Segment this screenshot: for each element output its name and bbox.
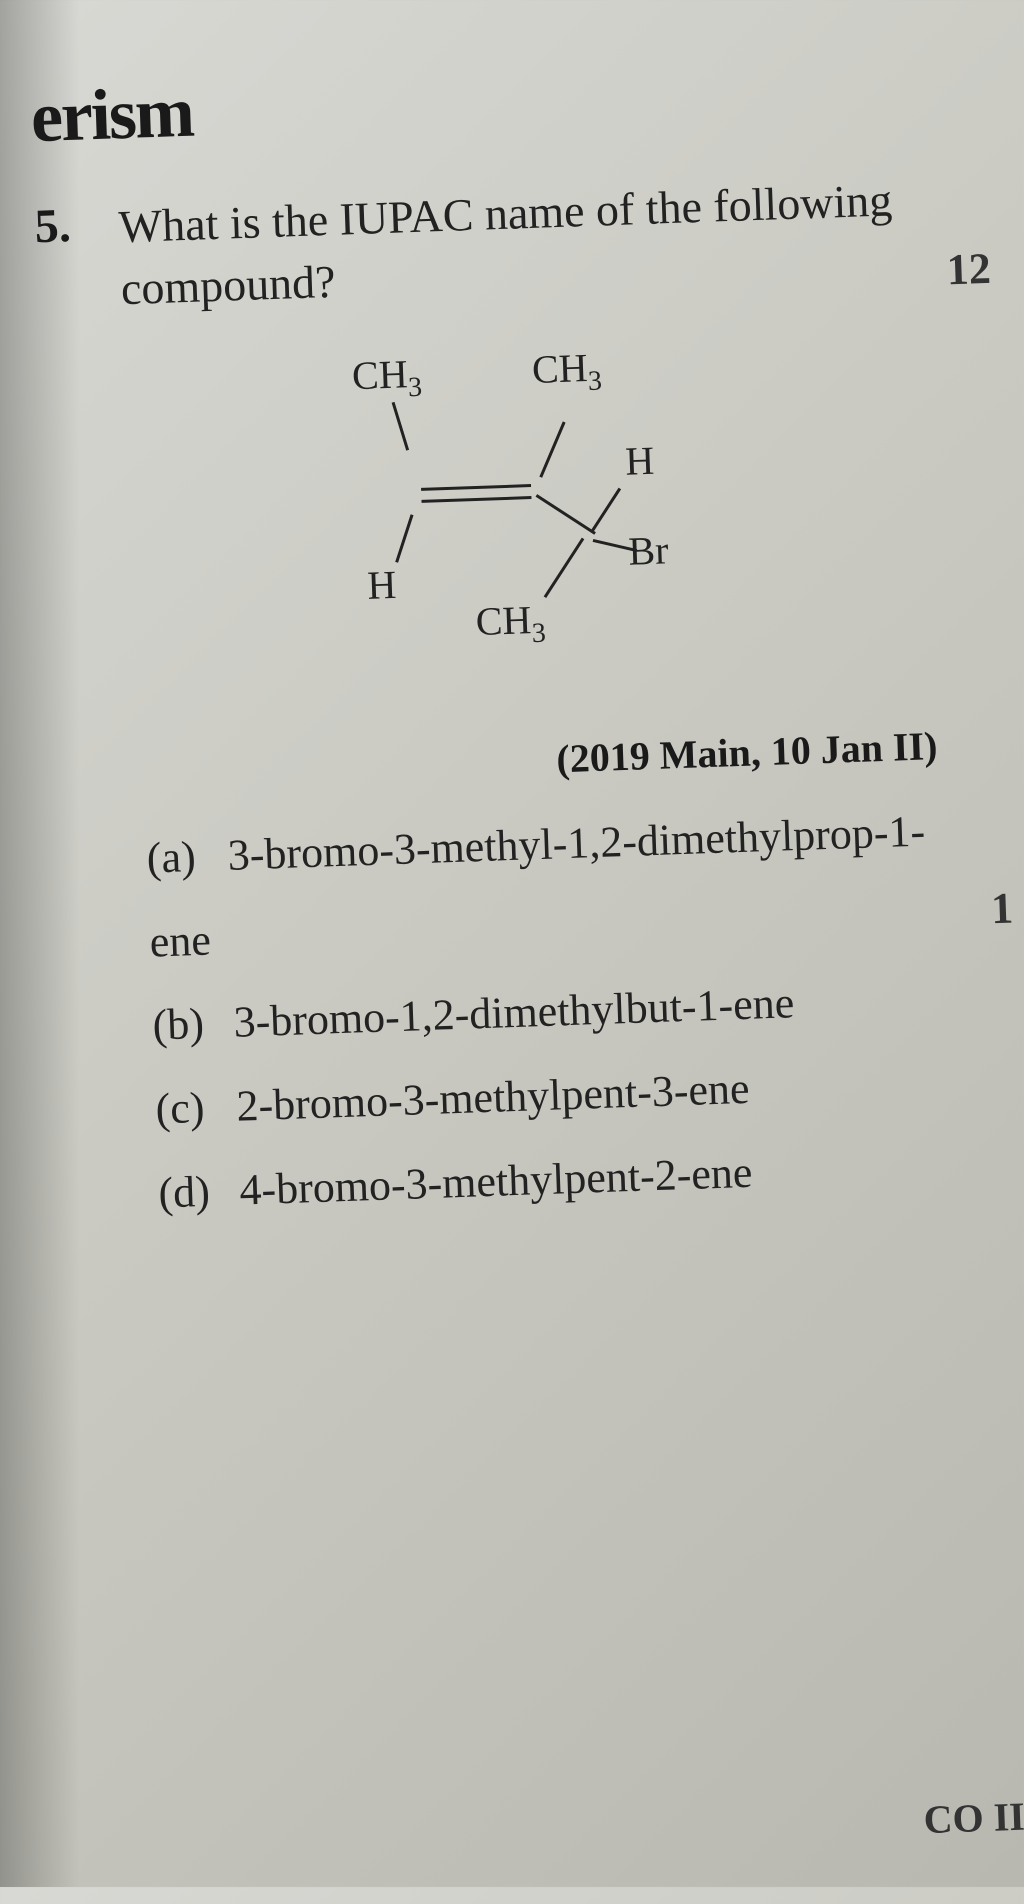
margin-number-mid: 1 [990, 883, 1014, 935]
option-text: 2-bromo-3-methylpent-3-ene [236, 1064, 751, 1131]
question-text: What is the IUPAC name of the following … [118, 167, 962, 320]
answer-options: (a) 3-bromo-3-methyl-1,2-dimethylprop-1-… [145, 788, 993, 1235]
option-text: 3-bromo-3-methyl-1,2-dimethylprop-1-ene [149, 807, 926, 967]
bond [544, 538, 585, 598]
bond [395, 514, 413, 562]
option-label: (b) [151, 982, 224, 1068]
bond-double [421, 496, 531, 503]
chemical-structure: CH3 CH3 H CH3 H Br [241, 338, 773, 716]
margin-number-top: 12 [946, 243, 992, 296]
option-label: (d) [157, 1149, 230, 1235]
atom-ch3-top-left: CH3 [351, 350, 422, 406]
bond [591, 488, 621, 532]
option-a: (a) 3-bromo-3-methyl-1,2-dimethylprop-1-… [145, 788, 984, 984]
question-number: 5. [34, 197, 96, 254]
source-citation: (2019 Main, 10 Jan II) [556, 722, 939, 782]
header-fragment: erism [29, 44, 955, 159]
bond [392, 402, 409, 451]
footer-fragment: CO II [923, 1793, 1024, 1844]
option-label: (a) [145, 814, 218, 900]
option-label: (c) [154, 1065, 227, 1151]
atom-h-right: H [624, 437, 655, 485]
bond [536, 494, 596, 535]
atom-ch3-bottom: CH3 [475, 596, 546, 652]
question-row: 5. What is the IUPAC name of the followi… [34, 167, 962, 323]
source-row: (2019 Main, 10 Jan II) [53, 721, 978, 800]
option-text: 3-bromo-1,2-dimethylbut-1-ene [233, 979, 795, 1048]
option-text: 4-bromo-3-methylpent-2-ene [239, 1147, 754, 1214]
atom-ch3-top-right: CH3 [531, 344, 602, 400]
page-content: erism 5. What is the IUPAC name of the f… [0, 0, 1024, 1904]
bond [539, 422, 565, 478]
bond-double [421, 484, 531, 491]
atom-h-left: H [367, 561, 398, 609]
